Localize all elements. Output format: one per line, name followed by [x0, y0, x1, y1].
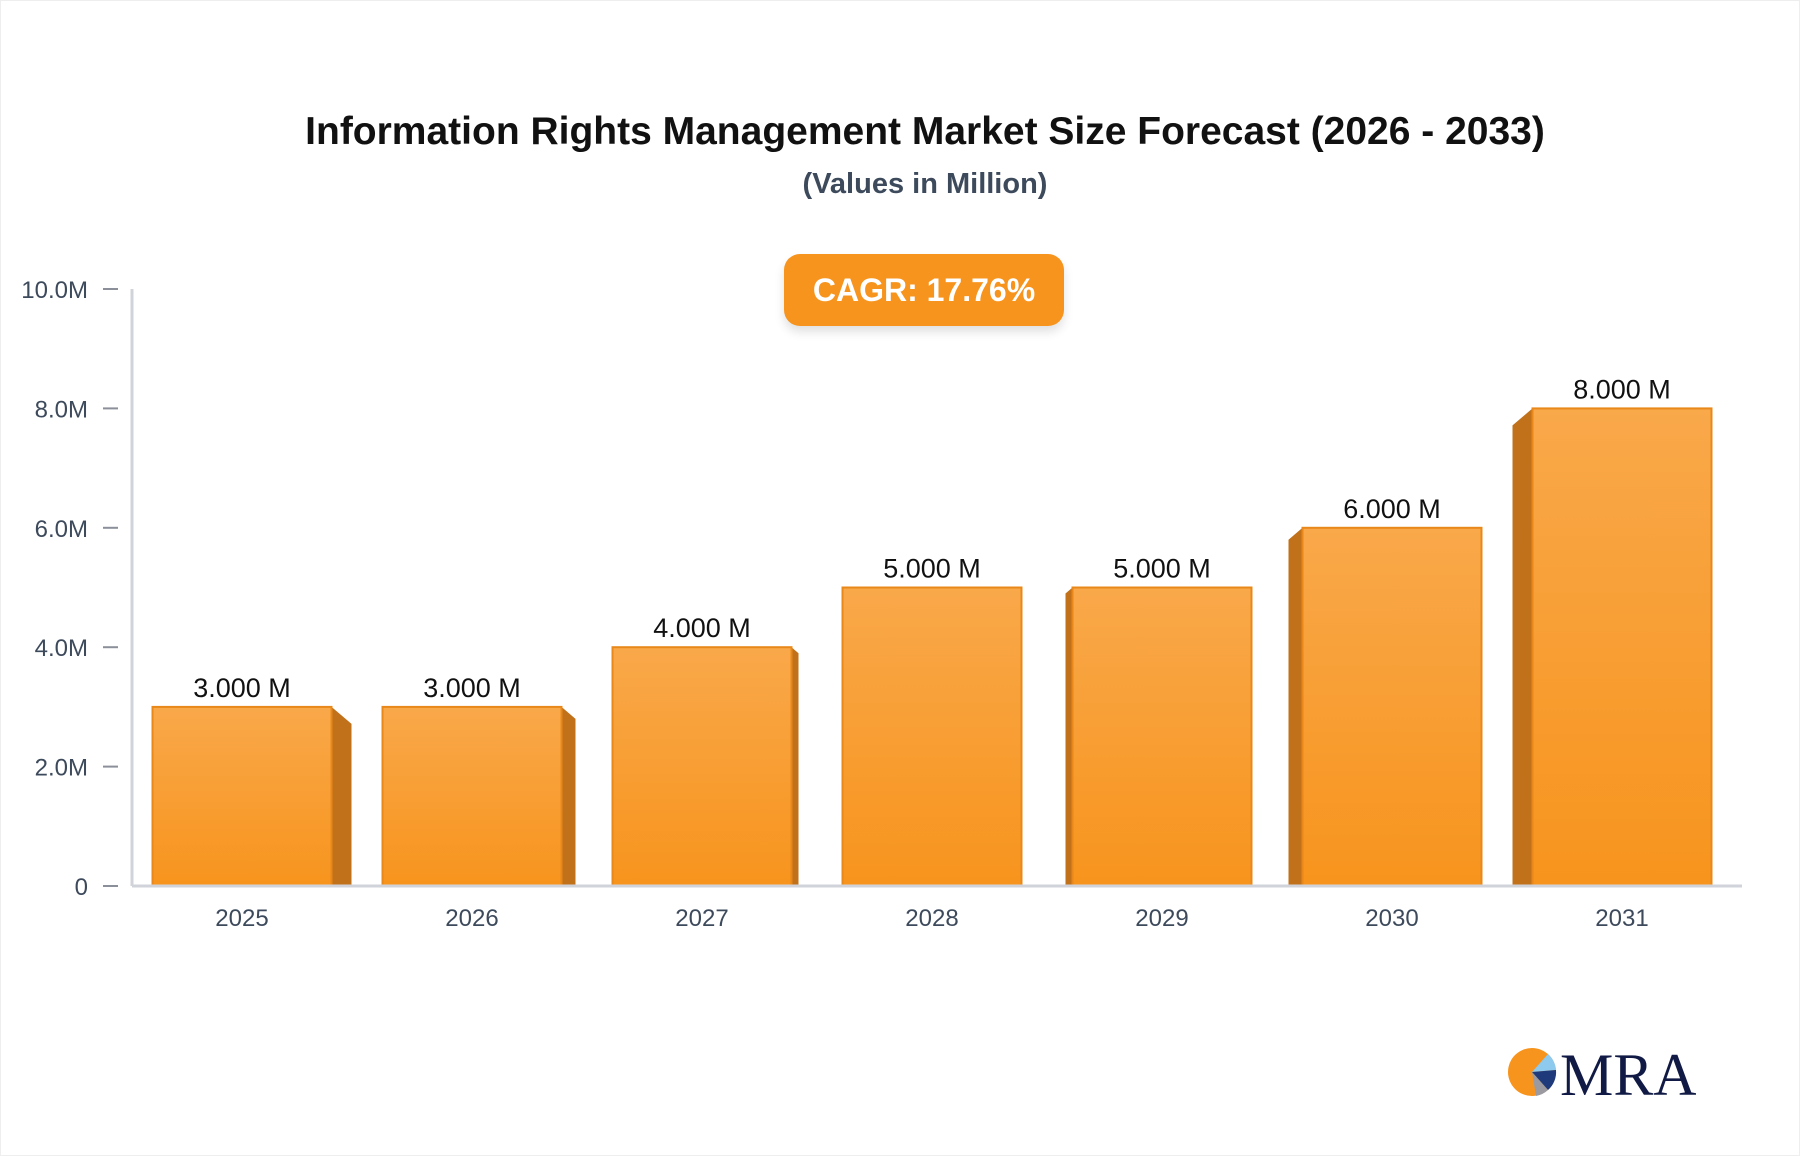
- bar-side: [1065, 587, 1073, 886]
- y-tick-label: 8.0M: [35, 396, 88, 423]
- data-label: 5.000 M: [883, 554, 981, 584]
- bar-side: [791, 647, 799, 886]
- chart-subtitle: (Values in Million): [802, 168, 1048, 200]
- bar: [151, 705, 333, 888]
- x-tick-label: 2030: [1365, 905, 1418, 932]
- bar-side: [1288, 527, 1303, 886]
- data-label: 8.000 M: [1573, 374, 1671, 404]
- y-tick-label: 0: [75, 874, 88, 901]
- mra-logo: MRA: [1508, 1042, 1696, 1102]
- x-tick-label: 2025: [215, 905, 268, 932]
- y-tick-label: 6.0M: [35, 516, 88, 543]
- bar: [1071, 586, 1253, 887]
- y-tick-label: 2.0M: [35, 755, 88, 782]
- bar-side: [331, 706, 352, 886]
- y-tick-label: 4.0M: [35, 635, 88, 662]
- bar-side: [561, 706, 576, 886]
- data-label: 6.000 M: [1343, 494, 1441, 524]
- x-tick-label: 2027: [675, 905, 728, 932]
- data-label: 3.000 M: [423, 673, 521, 703]
- bar: [1301, 526, 1483, 887]
- y-tick-label: 10.0M: [21, 277, 88, 304]
- chart-title: Information Rights Management Market Siz…: [305, 110, 1545, 153]
- cagr-badge: CAGR: 17.76%: [784, 254, 1064, 326]
- bar: [1531, 407, 1713, 887]
- bar: [841, 586, 1023, 887]
- x-tick-label: 2029: [1135, 905, 1188, 932]
- logo-text: MRA: [1560, 1042, 1696, 1102]
- data-label: 4.000 M: [653, 613, 751, 643]
- data-label: 5.000 M: [1113, 554, 1211, 584]
- x-tick-label: 2026: [445, 905, 498, 932]
- x-tick-label: 2031: [1595, 905, 1648, 932]
- bar: [381, 705, 563, 888]
- bar-side: [1512, 408, 1533, 886]
- x-tick-label: 2028: [905, 905, 958, 932]
- data-label: 3.000 M: [193, 673, 291, 703]
- bar: [611, 646, 793, 888]
